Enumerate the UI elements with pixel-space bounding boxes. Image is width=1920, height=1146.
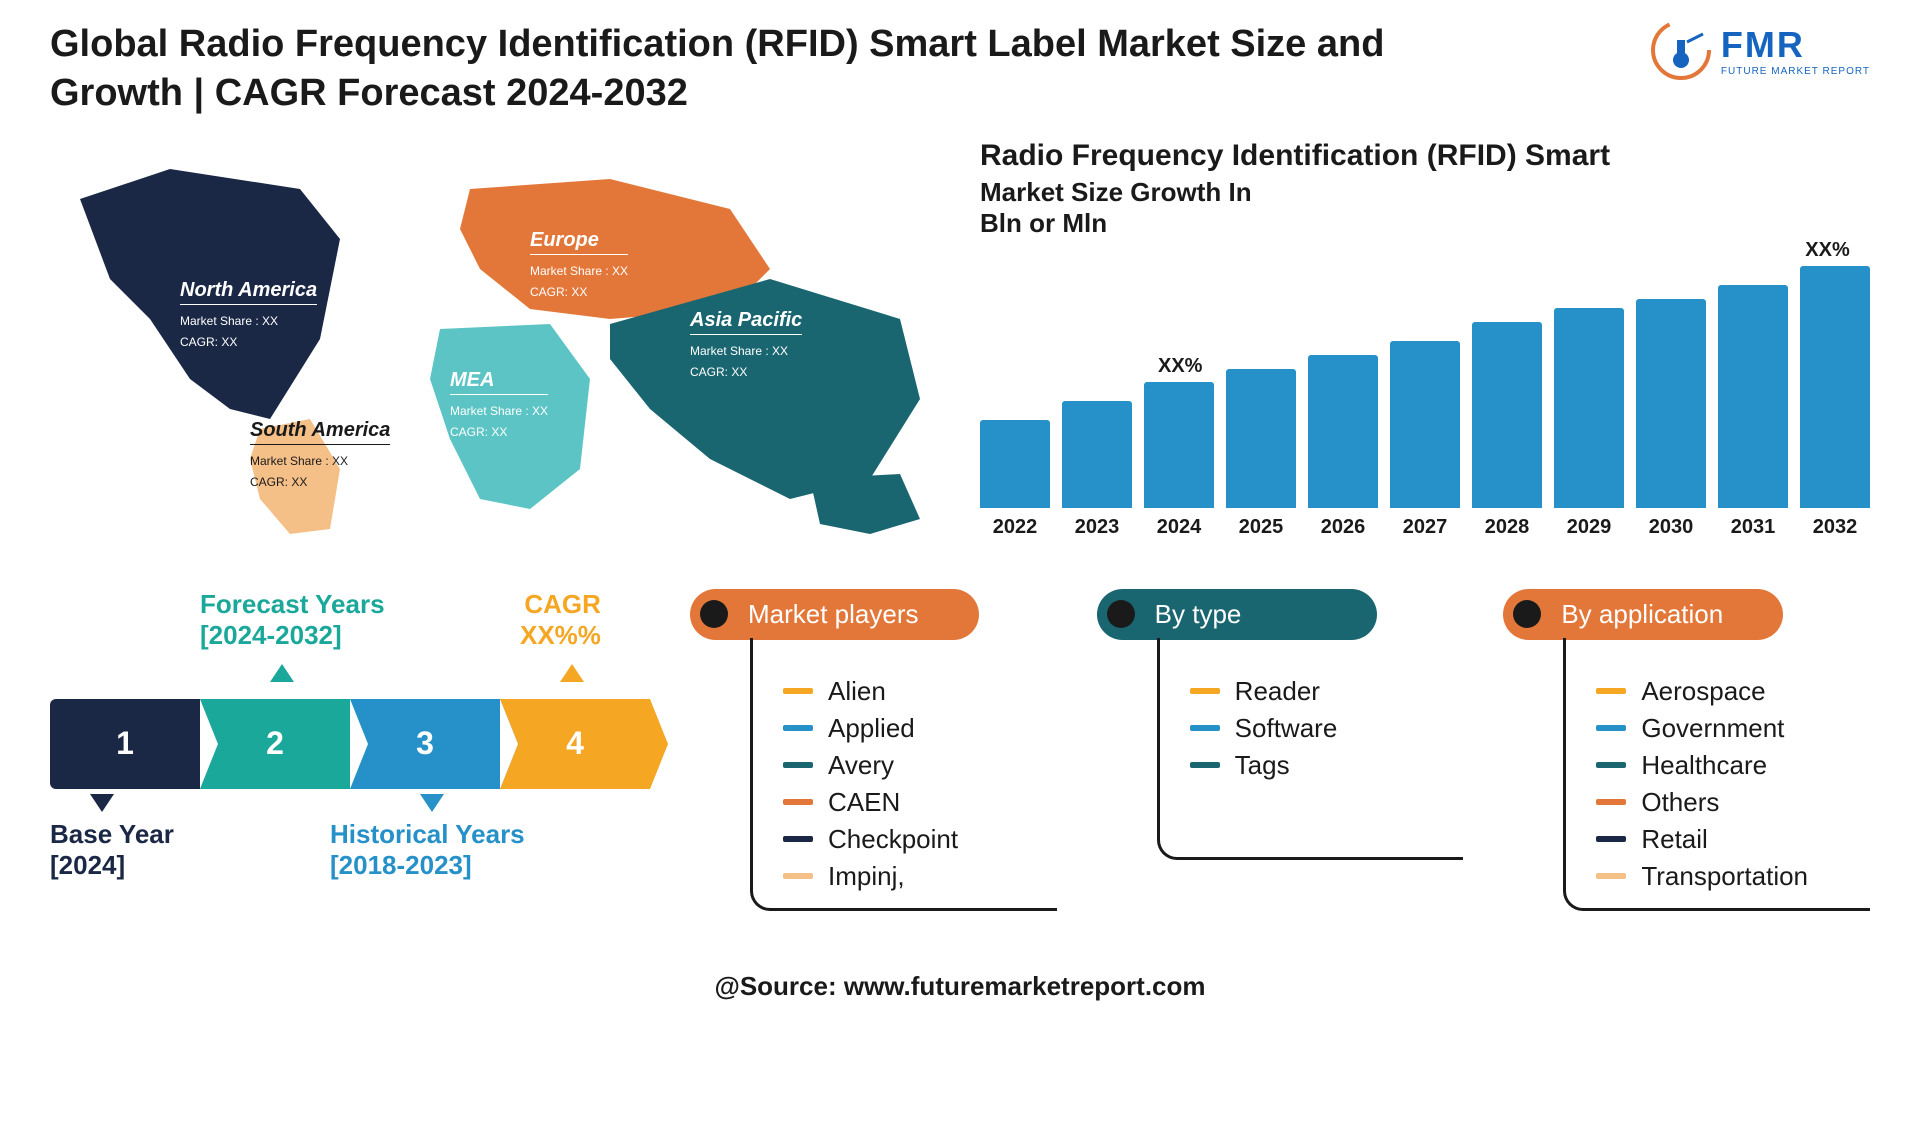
bar-2027: 2027 (1390, 341, 1460, 539)
pill-column: By type Reader Software Tags (1097, 589, 1464, 911)
region-label-asia-pacific: Asia PacificMarket Share : XXCAGR: XX (690, 309, 802, 381)
bar-2025: 2025 (1226, 369, 1296, 539)
pill-header: Market players (690, 589, 979, 640)
list-item: CAEN (783, 787, 1057, 818)
timeline-arrow-icon (270, 664, 294, 682)
timeline-bar: 1234 (50, 699, 650, 789)
main-title: Global Radio Frequency Identification (R… (50, 20, 1450, 119)
list-item: Healthcare (1596, 750, 1870, 781)
bar-2026: 2026 (1308, 355, 1378, 539)
list-item: Retail (1596, 824, 1870, 855)
logo-text: FMR (1721, 24, 1870, 66)
timeline-seg-2: 2 (200, 699, 350, 789)
timeline-arrow-icon (420, 794, 444, 812)
list-item: Aerospace (1596, 676, 1870, 707)
timeline-label: Forecast Years[2024-2032] (200, 589, 385, 651)
logo-icon (1651, 20, 1711, 80)
header: Global Radio Frequency Identification (R… (50, 20, 1870, 119)
region-label-south-america: South AmericaMarket Share : XXCAGR: XX (250, 419, 390, 491)
list-item: Transportation (1596, 861, 1870, 892)
chart-subtitle-2: Bln or Mln (980, 208, 1870, 239)
chart-subtitle-1: Market Size Growth In (980, 177, 1870, 208)
pill-list: Alien Applied Avery CAEN Checkpoint Impinj, (750, 660, 1057, 911)
timeline-arrow-icon (560, 664, 584, 682)
list-item: Checkpoint (783, 824, 1057, 855)
pill-columns: Market players Alien Applied Avery CAEN Check… (690, 589, 1870, 911)
timeline-label: CAGRXX%% (520, 589, 601, 651)
list-item: Tags (1190, 750, 1464, 781)
timeline-seg-3: 3 (350, 699, 500, 789)
list-item: Reader (1190, 676, 1464, 707)
bar-2031: 2031 (1718, 285, 1788, 539)
list-item: Applied (783, 713, 1057, 744)
bar-2032: 2032 (1800, 266, 1870, 538)
pill-list: Reader Software Tags (1157, 660, 1464, 860)
bar-chart: 2022202320242025202620272028202920302031… (980, 259, 1870, 539)
bottom-section: Base Year[2024] Forecast Years[2024-2032]… (50, 589, 1870, 911)
chart-title: Radio Frequency Identification (RFID) Sm… (980, 139, 1870, 173)
pill-header: By application (1503, 589, 1783, 640)
pill-list: Aerospace Government Healthcare Others Retai… (1563, 660, 1870, 911)
bar-2030: 2030 (1636, 299, 1706, 539)
region-label-europe: EuropeMarket Share : XXCAGR: XX (530, 229, 628, 301)
bar-chart-area: Radio Frequency Identification (RFID) Sm… (980, 139, 1870, 539)
list-item: Software (1190, 713, 1464, 744)
logo-subtitle: FUTURE MARKET REPORT (1721, 66, 1870, 77)
bar-annotation: XX% (1158, 355, 1202, 378)
timeline: Base Year[2024]Forecast Years[2024-2032]… (50, 589, 650, 789)
world-map: North AmericaMarket Share : XXCAGR: XX So… (50, 139, 950, 539)
list-item: Government (1596, 713, 1870, 744)
logo: FMR FUTURE MARKET REPORT (1651, 20, 1870, 80)
bar-2022: 2022 (980, 420, 1050, 539)
bar-2028: 2028 (1472, 322, 1542, 539)
list-item: Alien (783, 676, 1057, 707)
pill-column: By application Aerospace Government Healthc… (1503, 589, 1870, 911)
region-label-north-america: North AmericaMarket Share : XXCAGR: XX (180, 279, 317, 351)
timeline-label: Base Year[2024] (50, 819, 174, 881)
list-item: Avery (783, 750, 1057, 781)
bar-2023: 2023 (1062, 401, 1132, 539)
timeline-seg-4: 4 (500, 699, 650, 789)
source-attribution: @Source: www.futuremarketreport.com (50, 971, 1870, 1002)
pill-column: Market players Alien Applied Avery CAEN Check… (690, 589, 1057, 911)
list-item: Others (1596, 787, 1870, 818)
bar-2029: 2029 (1554, 308, 1624, 539)
region-label-mea: MEAMarket Share : XXCAGR: XX (450, 369, 548, 441)
timeline-arrow-icon (90, 794, 114, 812)
list-item: Impinj, (783, 861, 1057, 892)
timeline-label: Historical Years[2018-2023] (330, 819, 525, 881)
bar-2024: 2024 (1144, 382, 1214, 538)
timeline-seg-1: 1 (50, 699, 200, 789)
pill-header: By type (1097, 589, 1377, 640)
bar-annotation: XX% (1805, 239, 1849, 262)
top-section: North AmericaMarket Share : XXCAGR: XX So… (50, 139, 1870, 539)
